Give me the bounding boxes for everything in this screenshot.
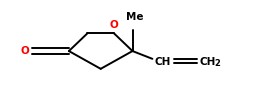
Text: O: O (20, 46, 29, 56)
Text: Me: Me (126, 12, 144, 22)
Text: CH: CH (200, 57, 216, 67)
Text: O: O (109, 20, 118, 30)
Text: 2: 2 (214, 59, 220, 68)
Text: CH: CH (155, 57, 171, 67)
